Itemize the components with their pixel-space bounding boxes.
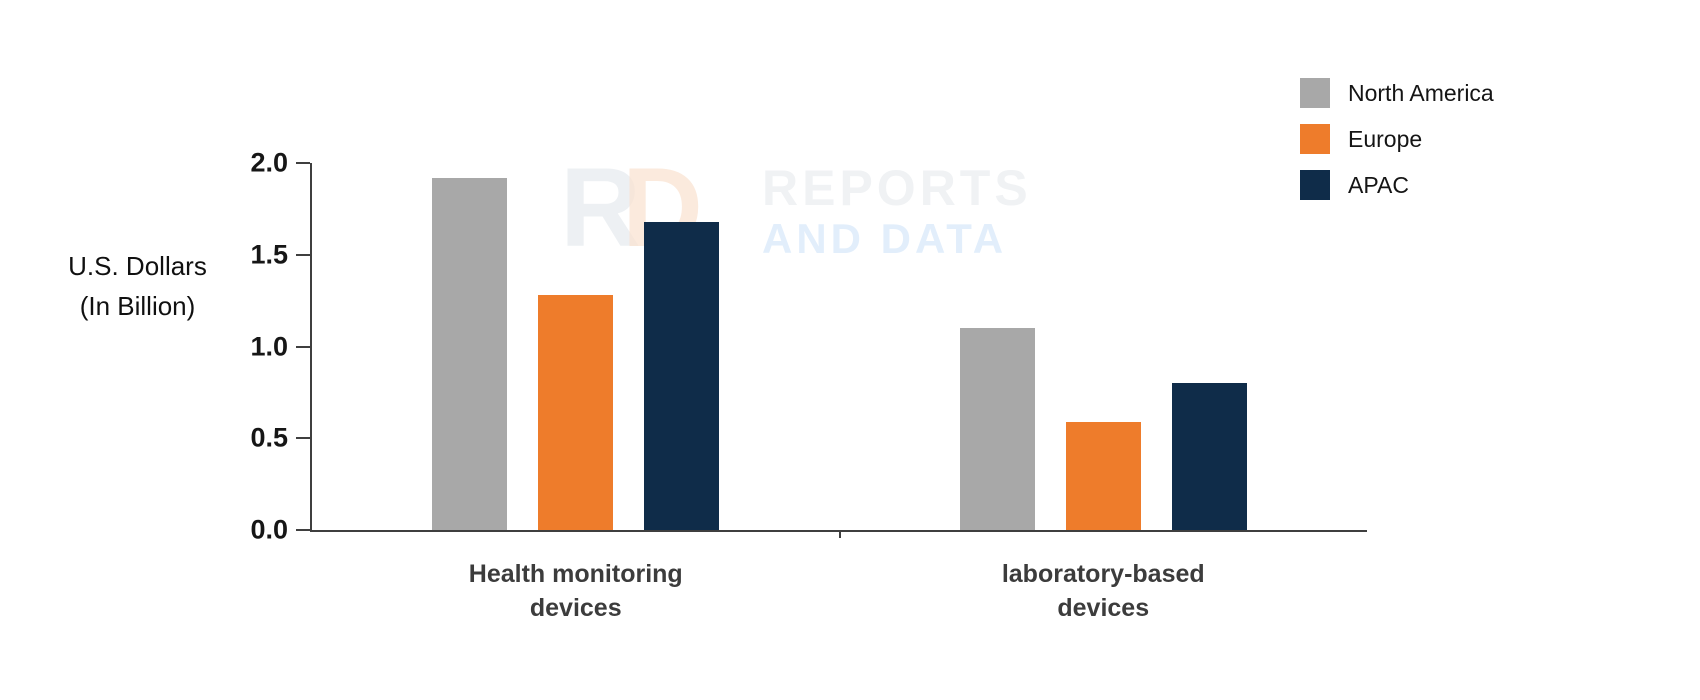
y-tick-mark xyxy=(296,529,310,531)
x-axis-mid-tick xyxy=(838,530,841,538)
legend-label: APAC xyxy=(1348,171,1409,198)
bar-europe xyxy=(538,295,614,530)
bar-europe xyxy=(1065,421,1141,530)
legend-swatch-apac xyxy=(1300,170,1330,200)
y-axis-title-line2: (In Billion) xyxy=(79,291,196,322)
y-tick-label: 1.0 xyxy=(250,331,288,361)
plot-groups xyxy=(312,163,1367,530)
legend-swatch-europe xyxy=(1300,124,1330,154)
y-tick-mark xyxy=(296,345,310,348)
legend-item: Europe xyxy=(1300,124,1494,154)
legend-label: North America xyxy=(1348,79,1494,106)
y-tick-mark xyxy=(296,437,310,440)
y-tick-mark xyxy=(296,253,310,256)
legend: North America Europe APAC xyxy=(1300,78,1494,200)
bar-group xyxy=(312,163,840,530)
legend-swatch-north-america xyxy=(1300,78,1330,108)
plot-area: 0.0 0.5 1.0 1.5 2.0 Health monitoring device… xyxy=(250,149,1367,622)
legend-item: APAC xyxy=(1300,170,1494,200)
y-axis-title: U.S. Dollars (In Billion) xyxy=(40,246,235,327)
bar-north-america xyxy=(959,328,1035,530)
category-label: Health monitoring devices xyxy=(468,560,683,622)
bar-group xyxy=(840,163,1368,530)
y-tick-label: 0.5 xyxy=(250,422,288,453)
y-tick-mark xyxy=(296,162,310,164)
category-label: laboratory-based devices xyxy=(1001,560,1205,622)
bar-apac xyxy=(1171,383,1247,530)
y-tick-label: 1.5 xyxy=(250,239,288,270)
y-tick-label: 0.0 xyxy=(250,514,288,545)
bar-apac xyxy=(644,221,720,530)
y-axis-title-line1: U.S. Dollars xyxy=(68,251,207,281)
category-labels: Health monitoring devices laboratory-base… xyxy=(312,558,1367,626)
y-tick-label: 2.0 xyxy=(250,147,288,178)
bar-north-america xyxy=(432,177,508,530)
legend-item: North America xyxy=(1300,78,1494,108)
legend-label: Europe xyxy=(1348,125,1423,152)
